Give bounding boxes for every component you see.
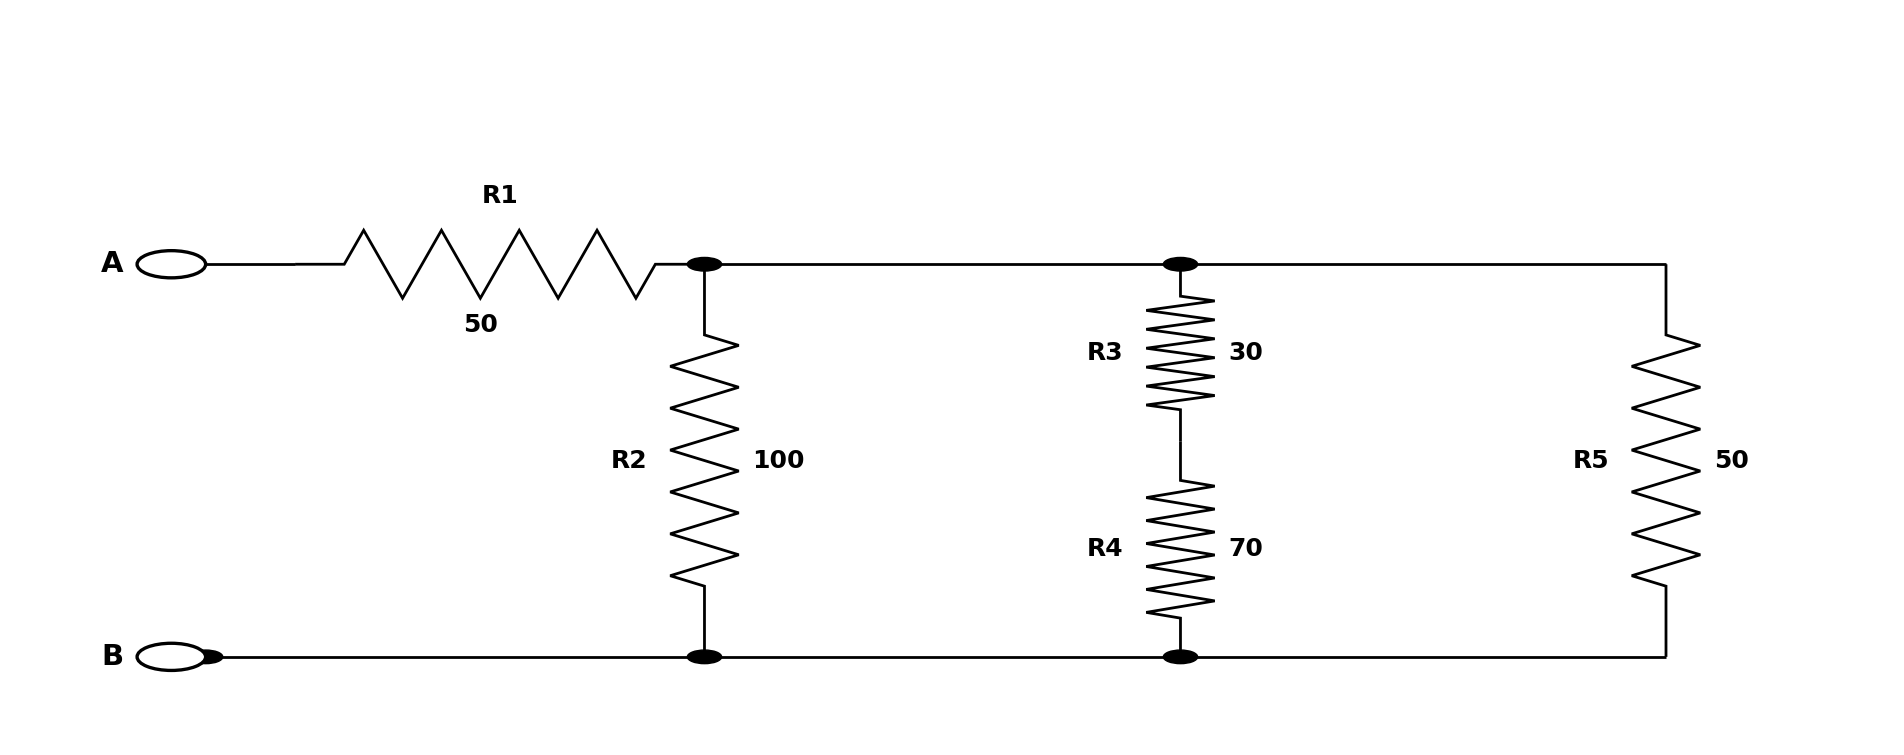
Text: 100: 100 bbox=[752, 448, 805, 473]
Text: R2: R2 bbox=[611, 448, 647, 473]
Circle shape bbox=[1163, 650, 1198, 664]
Text: R3: R3 bbox=[1087, 341, 1123, 365]
Circle shape bbox=[687, 257, 722, 271]
Text: 30: 30 bbox=[1228, 341, 1262, 365]
Text: R5: R5 bbox=[1573, 448, 1609, 473]
Text: 50: 50 bbox=[1714, 448, 1748, 473]
Text: A: A bbox=[101, 250, 124, 279]
Circle shape bbox=[687, 650, 722, 664]
Text: B: B bbox=[101, 643, 124, 671]
Text: R4: R4 bbox=[1087, 538, 1123, 561]
Circle shape bbox=[1163, 257, 1198, 271]
Circle shape bbox=[137, 251, 206, 278]
Text: 50: 50 bbox=[463, 313, 499, 337]
Circle shape bbox=[137, 643, 206, 670]
Circle shape bbox=[188, 650, 223, 664]
Text: 70: 70 bbox=[1228, 538, 1262, 561]
Text: R1: R1 bbox=[482, 183, 518, 208]
